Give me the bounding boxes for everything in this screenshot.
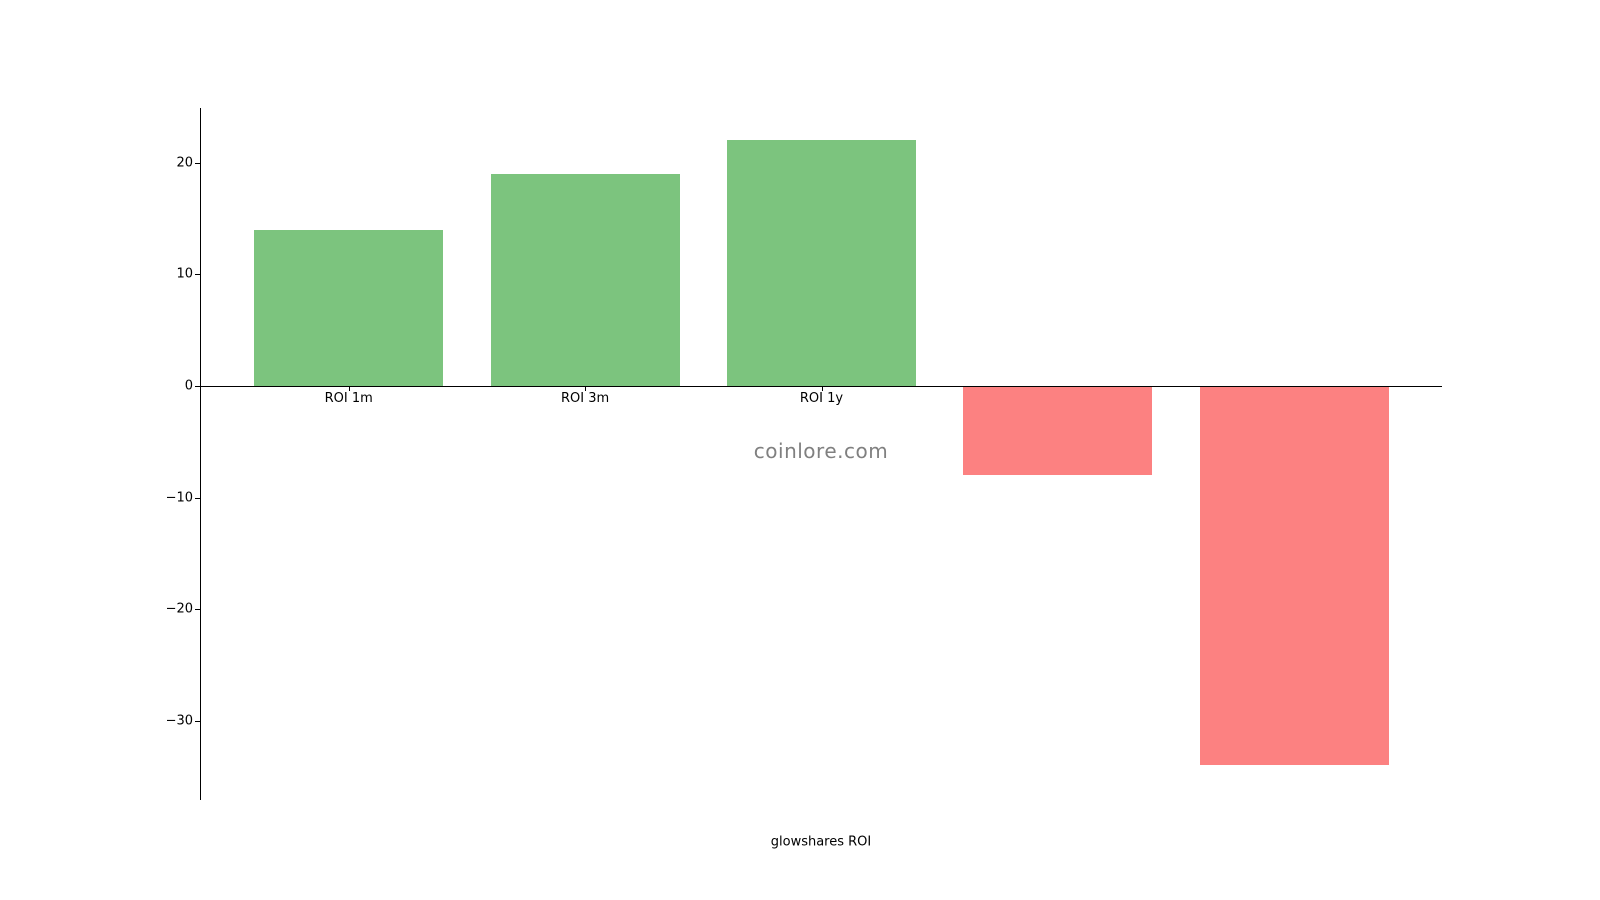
y-tick-mark--20 bbox=[195, 609, 200, 610]
bar-roi-1y bbox=[726, 140, 917, 386]
y-tick-label-20: 20 bbox=[176, 155, 193, 171]
bar-unlabeled-4 bbox=[963, 385, 1153, 476]
y-tick-mark--10 bbox=[195, 498, 200, 499]
watermark-text: coinlore.com bbox=[753, 439, 889, 463]
x-tick-mark-1 bbox=[349, 386, 350, 391]
x-axis-title: glowshares ROI bbox=[770, 834, 872, 850]
x-tick-label-roi-1y: ROI 1y bbox=[799, 390, 844, 406]
x-tick-mark-3 bbox=[822, 386, 823, 391]
y-tick-mark--30 bbox=[195, 721, 200, 722]
x-tick-label-roi-1m: ROI 1m bbox=[324, 390, 373, 406]
y-tick-label-10: 10 bbox=[176, 266, 193, 282]
x-axis-zero-line bbox=[201, 386, 1442, 387]
y-tick-mark-20 bbox=[195, 163, 200, 164]
x-tick-mark-2 bbox=[585, 386, 586, 391]
y-tick-mark-0 bbox=[195, 386, 200, 387]
y-axis-line bbox=[200, 108, 201, 800]
y-tick-mark-10 bbox=[195, 274, 200, 275]
bar-unlabeled-5 bbox=[1199, 385, 1389, 766]
bar-roi-1m bbox=[254, 229, 444, 386]
y-tick-label--30: −30 bbox=[165, 713, 193, 729]
y-tick-label--10: −10 bbox=[165, 490, 193, 506]
y-tick-label-0: 0 bbox=[184, 378, 193, 394]
y-tick-label--20: −20 bbox=[165, 601, 193, 617]
x-tick-label-roi-3m: ROI 3m bbox=[561, 390, 610, 406]
bar-roi-3m bbox=[490, 173, 680, 386]
